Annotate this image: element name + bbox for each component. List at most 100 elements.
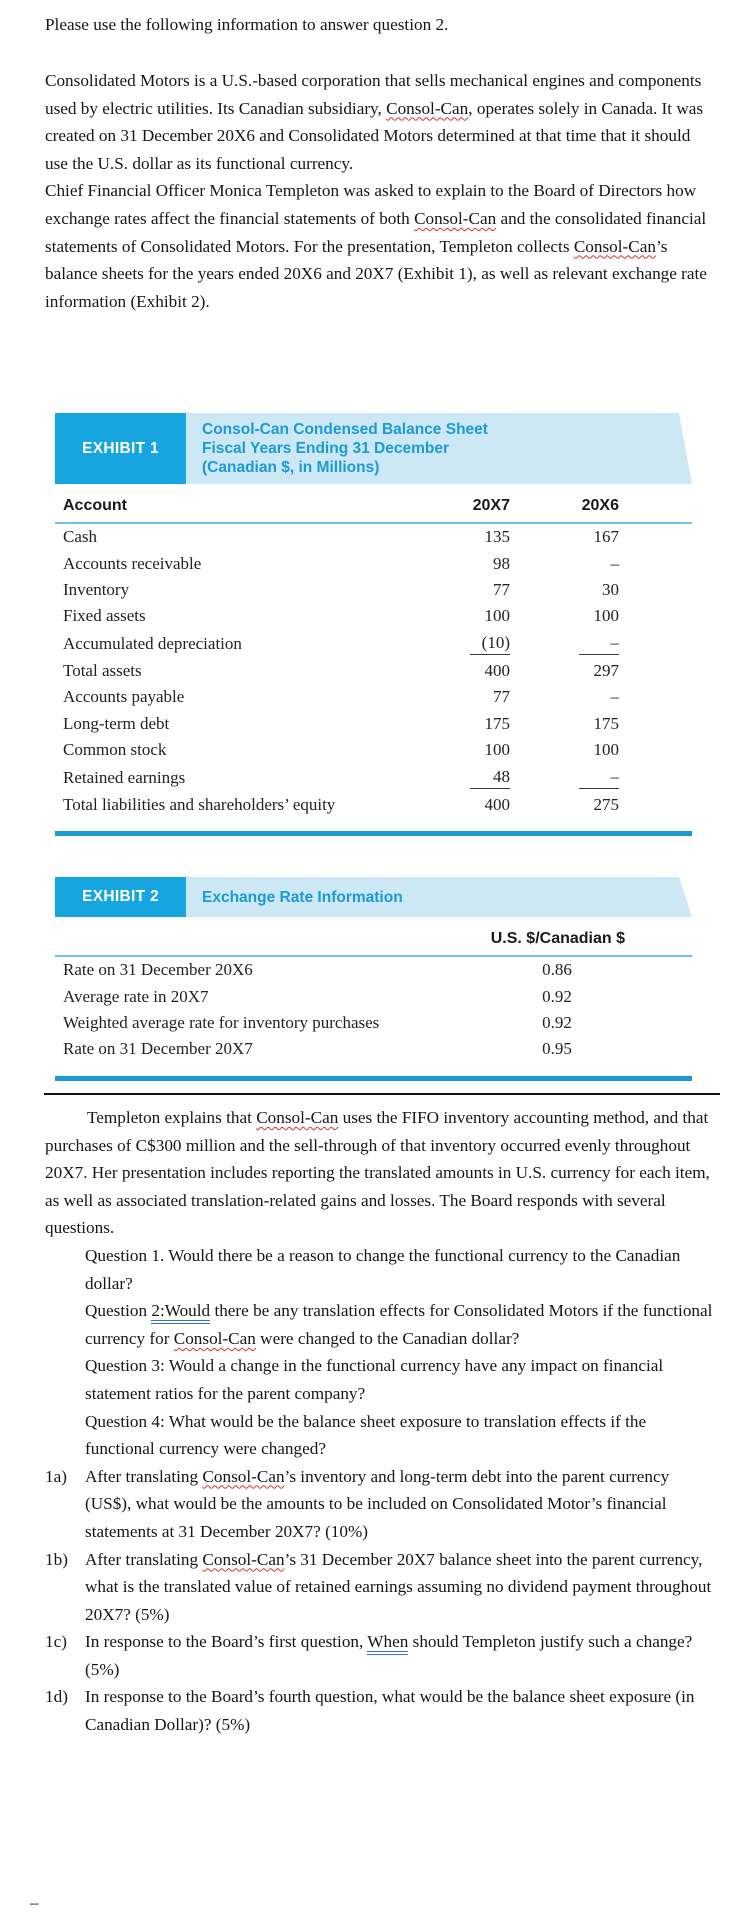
question-4: Question 4: What would be the balance sh… <box>85 1411 647 1459</box>
table-row: Cash 135 167 <box>55 523 692 550</box>
item-1b-label: 1b) <box>45 1549 68 1569</box>
item-1d-label: 1d) <box>45 1687 68 1707</box>
exhibit-2: EXHIBIT 2 Exchange Rate Information U.S.… <box>55 877 692 1081</box>
rate-value: 0.86 <box>542 960 572 980</box>
case-paragraph-1: Consolidated Motors is a U.S.-based corp… <box>45 71 704 173</box>
value-20x7: 77 <box>493 687 510 707</box>
table-row: Accounts payable 77 – <box>55 684 692 710</box>
value-20x7: 77 <box>493 579 510 599</box>
column-header-blank <box>55 917 422 957</box>
table-header-row: Account 20X7 20X6 <box>55 484 692 524</box>
exhibit-2-title: Exchange Rate Information <box>186 877 692 917</box>
rate-label: Weighted average rate for inventory purc… <box>63 1012 380 1032</box>
item-1b: 1b) After translating Consol-Can’s 31 Dec… <box>45 1546 715 1629</box>
question-2: Question 2:Would there be any translatio… <box>85 1301 713 1348</box>
account-label: Accounts receivable <box>63 553 202 573</box>
value-20x6: 175 <box>593 713 620 733</box>
intro-text: Please use the following information to … <box>45 15 449 34</box>
value-20x6: 275 <box>593 794 620 814</box>
table-row: Rate on 31 December 20X6 0.86 <box>55 956 692 983</box>
rate-value: 0.92 <box>542 986 572 1006</box>
account-label: Common stock <box>63 740 167 760</box>
table-row: Total liabilities and shareholders’ equi… <box>55 792 692 818</box>
exhibit-2-bottom-rule <box>55 1075 692 1081</box>
page-footer-dash: – <box>30 1893 39 1912</box>
board-questions: Question 1. Would there be a reason to c… <box>85 1242 715 1463</box>
value-20x7: 400 <box>484 661 511 681</box>
exhibit-1-title-line-3: (Canadian $, in Millions) <box>202 459 380 476</box>
table-row: Inventory 77 30 <box>55 577 692 603</box>
exhibit-1-title: Consol-Can Condensed Balance Sheet Fisca… <box>186 413 692 484</box>
value-20x6: 100 <box>593 606 620 626</box>
item-1c-text: In response to the Board’s first questio… <box>85 1632 693 1679</box>
account-label: Inventory <box>63 579 130 599</box>
table-row: Average rate in 20X7 0.92 <box>55 983 692 1009</box>
account-label: Cash <box>63 527 97 547</box>
value-20x7: 98 <box>493 553 510 573</box>
value-20x7: 100 <box>484 740 511 760</box>
value-20x7: 400 <box>484 794 511 814</box>
narrative-section: Templeton explains that Consol-Can uses … <box>45 1104 715 1739</box>
item-1d: 1d) In response to the Board’s fourth que… <box>45 1683 715 1738</box>
value-20x6: – <box>510 630 692 658</box>
value-20x6: – <box>510 763 692 791</box>
question-3: Question 3: Would a change in the functi… <box>85 1356 664 1403</box>
exhibit-1-label: EXHIBIT 1 <box>55 413 186 484</box>
account-label: Long-term debt <box>63 713 170 733</box>
table-row: Long-term debt 175 175 <box>55 711 692 737</box>
balance-sheet-table: Account 20X7 20X6 Cash 135 167 Accounts … <box>55 484 692 818</box>
value-20x7: 175 <box>484 713 511 733</box>
exhibit-1-title-line-2: Fiscal Years Ending 31 December <box>202 440 449 457</box>
case-description: Consolidated Motors is a U.S.-based corp… <box>45 67 715 315</box>
column-header-account: Account <box>55 484 415 524</box>
item-1c-label: 1c) <box>45 1632 67 1652</box>
item-1a-label: 1a) <box>45 1466 67 1486</box>
value-20x6: – <box>610 553 620 573</box>
item-1b-text: After translating Consol-Can’s 31 Decemb… <box>85 1549 712 1624</box>
exhibit-1-title-line-1: Consol-Can Condensed Balance Sheet <box>202 421 488 438</box>
table-row: Total assets 400 297 <box>55 658 692 684</box>
rate-value: 0.95 <box>542 1039 572 1059</box>
account-label: Fixed assets <box>63 606 146 626</box>
rate-label: Average rate in 20X7 <box>63 986 209 1006</box>
item-1a-text: After translating Consol-Can’s inventory… <box>85 1466 670 1541</box>
value-20x6: 297 <box>593 661 620 681</box>
narrative-paragraph: Templeton explains that Consol-Can uses … <box>45 1108 710 1238</box>
column-header-20x7: 20X7 <box>415 484 510 524</box>
exhibit-1-header: EXHIBIT 1 Consol-Can Condensed Balance S… <box>55 413 692 484</box>
question-1: Question 1. Would there be a reason to c… <box>85 1245 681 1293</box>
account-label: Total liabilities and shareholders’ equi… <box>63 794 336 814</box>
table-row: Rate on 31 December 20X7 0.95 <box>55 1036 692 1062</box>
table-row: Retained earnings 48 – <box>55 763 692 791</box>
account-label: Retained earnings <box>63 767 186 787</box>
account-label: Accumulated depreciation <box>63 633 242 653</box>
item-1c: 1c) In response to the Board’s first ques… <box>45 1628 715 1683</box>
table-row: Accumulated depreciation (10) – <box>55 630 692 658</box>
value-20x7: (10) <box>415 630 510 658</box>
value-20x6: 100 <box>593 740 620 760</box>
exchange-rate-table: U.S. $/Canadian $ Rate on 31 December 20… <box>55 917 692 1063</box>
column-header-20x6: 20X6 <box>510 484 692 524</box>
exhibit-1-bottom-rule <box>55 831 692 837</box>
exhibit-1: EXHIBIT 1 Consol-Can Condensed Balance S… <box>55 413 692 837</box>
exhibit-2-title-line: Exchange Rate Information <box>202 888 403 906</box>
exhibit-2-label: EXHIBIT 2 <box>55 877 186 917</box>
table-header-row: U.S. $/Canadian $ <box>55 917 692 957</box>
table-row: Common stock 100 100 <box>55 737 692 763</box>
column-header-usd-cad: U.S. $/Canadian $ <box>422 917 692 957</box>
section-divider-rule <box>44 1093 720 1095</box>
rate-label: Rate on 31 December 20X7 <box>63 1039 253 1059</box>
value-20x6: 30 <box>602 579 619 599</box>
value-20x7: 48 <box>415 763 510 791</box>
value-20x6: – <box>610 687 620 707</box>
value-20x7: 135 <box>484 527 511 547</box>
account-label: Total assets <box>63 661 142 681</box>
table-row: Weighted average rate for inventory purc… <box>55 1010 692 1036</box>
value-20x7: 100 <box>484 606 511 626</box>
rate-value: 0.92 <box>542 1012 572 1032</box>
rate-label: Rate on 31 December 20X6 <box>63 960 253 980</box>
account-label: Accounts payable <box>63 687 185 707</box>
item-1d-text: In response to the Board’s fourth questi… <box>85 1687 695 1735</box>
item-1a: 1a) After translating Consol-Can’s invent… <box>45 1463 715 1546</box>
